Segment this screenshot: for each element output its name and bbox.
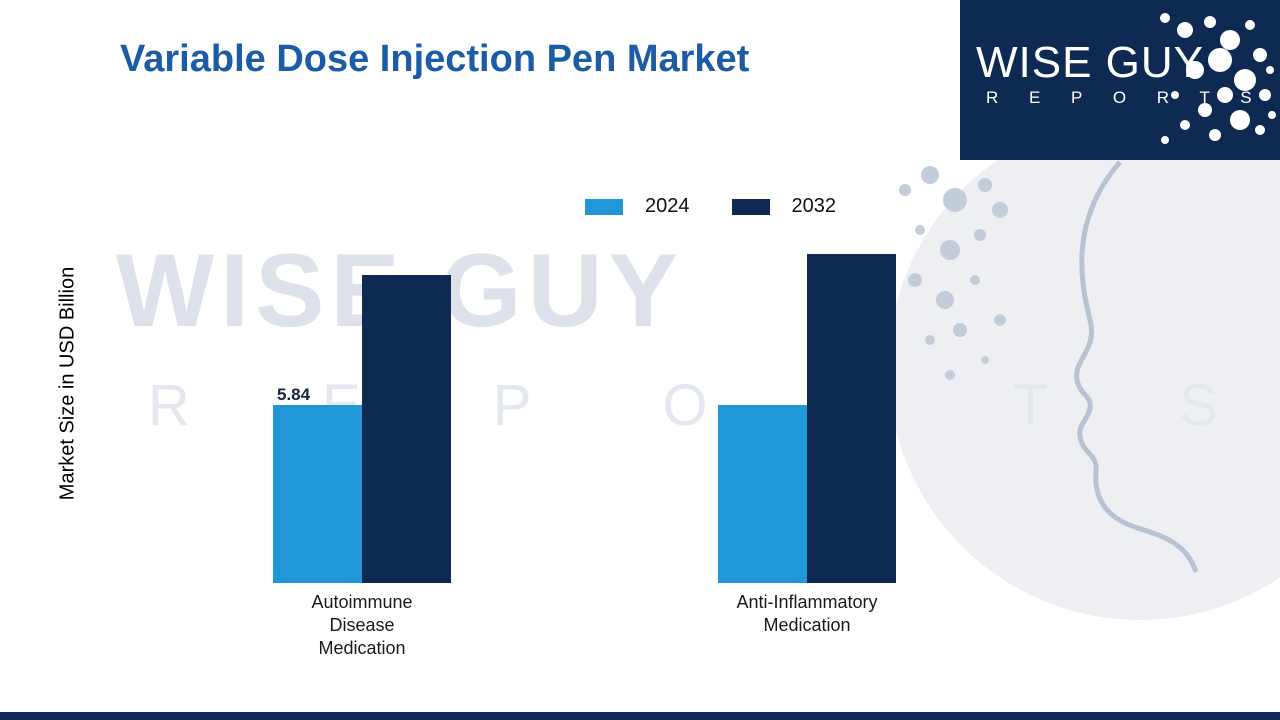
face-circle-decoration	[888, 116, 1280, 620]
legend-swatch-2032	[731, 198, 770, 215]
halftone-face-icon	[1160, 13, 1276, 144]
legend-item-2032: 2032	[731, 195, 837, 218]
bar-antiinflammatory-2024	[718, 405, 807, 583]
footer-bar	[0, 712, 1280, 720]
category-label-autoimmune: Autoimmune Disease Medication	[311, 592, 413, 659]
halftone-dots-decoration	[899, 166, 1008, 380]
legend-item-2024: 2024	[585, 195, 690, 218]
face-profile-icon	[1074, 160, 1199, 573]
legend-label-2032: 2032	[791, 195, 837, 217]
bar-autoimmune-2032	[362, 275, 451, 583]
chart-legend: 2024 2032	[585, 195, 836, 218]
category-label-antiinflammatory: Anti-Inflammatory Medication	[736, 592, 878, 636]
legend-swatch-2024	[585, 198, 623, 215]
logo-brand-text: WISE GUY	[976, 38, 1205, 87]
bar-autoimmune-2024	[273, 405, 362, 583]
page-title: Variable Dose Injection Pen Market	[120, 38, 750, 80]
bar-antiinflammatory-2032	[807, 254, 896, 583]
bar-value-label: 5.84	[277, 385, 311, 404]
logo-subtitle-text: R E P O R T S	[986, 88, 1265, 107]
y-axis-label: Market Size in USD Billion	[56, 266, 79, 501]
legend-label-2024: 2024	[645, 195, 690, 217]
logo-panel: WISE GUY R E P O R T S	[960, 0, 1280, 160]
